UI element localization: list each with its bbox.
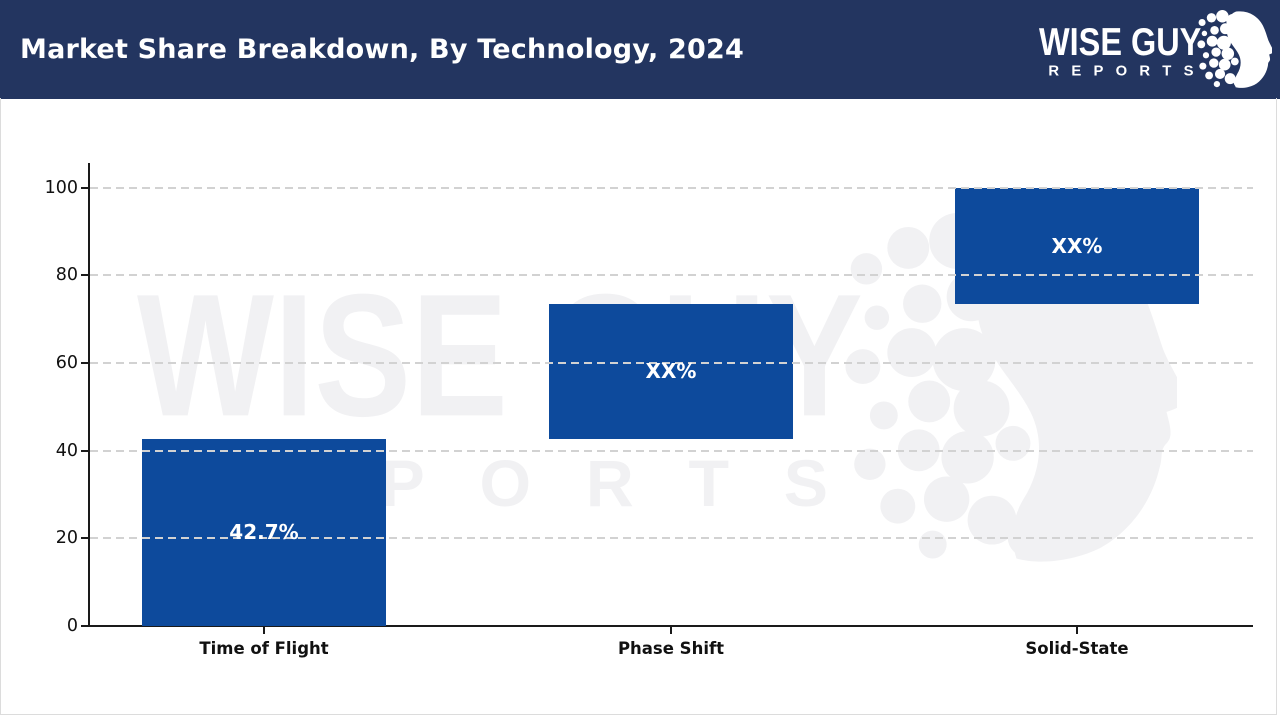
y-tick (81, 537, 88, 540)
y-tick (81, 449, 88, 452)
x-tick (1076, 627, 1078, 634)
y-tick (81, 186, 88, 189)
y-axis-spine (88, 163, 90, 627)
bar-solid-state (955, 187, 1199, 304)
bar-value-label: 42.7% (229, 520, 299, 545)
y-tick-label: 0 (66, 616, 78, 636)
x-axis-spine (87, 625, 1253, 627)
chart-frame (0, 98, 1277, 715)
y-tick-label: 60 (55, 352, 78, 373)
bar-value-label: XX% (645, 359, 697, 384)
watermark-head-icon (845, 213, 1177, 562)
wiseguy-head-icon (1197, 10, 1272, 88)
gridline-40 (90, 449, 1253, 452)
y-tick-label: 20 (55, 528, 78, 549)
bar-time-of-flight (142, 438, 386, 626)
y-tick-label: 80 (55, 265, 78, 286)
y-tick-label: 40 (55, 440, 78, 461)
x-category-label: Phase Shift (617, 639, 725, 658)
x-tick (263, 627, 265, 634)
x-category-label: Solid-State (1025, 639, 1129, 658)
brand-wordmark: WISE GUY (1039, 21, 1201, 64)
x-category-label: Time of Flight (199, 639, 329, 658)
bar-phase-shift (549, 303, 793, 439)
y-tick-label: 100 (44, 177, 78, 198)
y-tick (81, 361, 88, 364)
gridline-60 (90, 361, 1253, 364)
x-tick (670, 627, 672, 634)
header-bar: Market Share Breakdown, By Technology, 2… (0, 0, 1280, 99)
y-tick (81, 274, 88, 277)
page-title: Market Share Breakdown, By Technology, 2… (20, 34, 745, 65)
y-tick (81, 625, 88, 627)
gridline-80 (90, 274, 1253, 277)
gridline-100 (90, 186, 1253, 189)
gridline-20 (90, 537, 1253, 540)
bar-value-label: XX% (1051, 233, 1103, 258)
wiseguy-logo: WISE GUY REPORTS (1039, 10, 1272, 88)
